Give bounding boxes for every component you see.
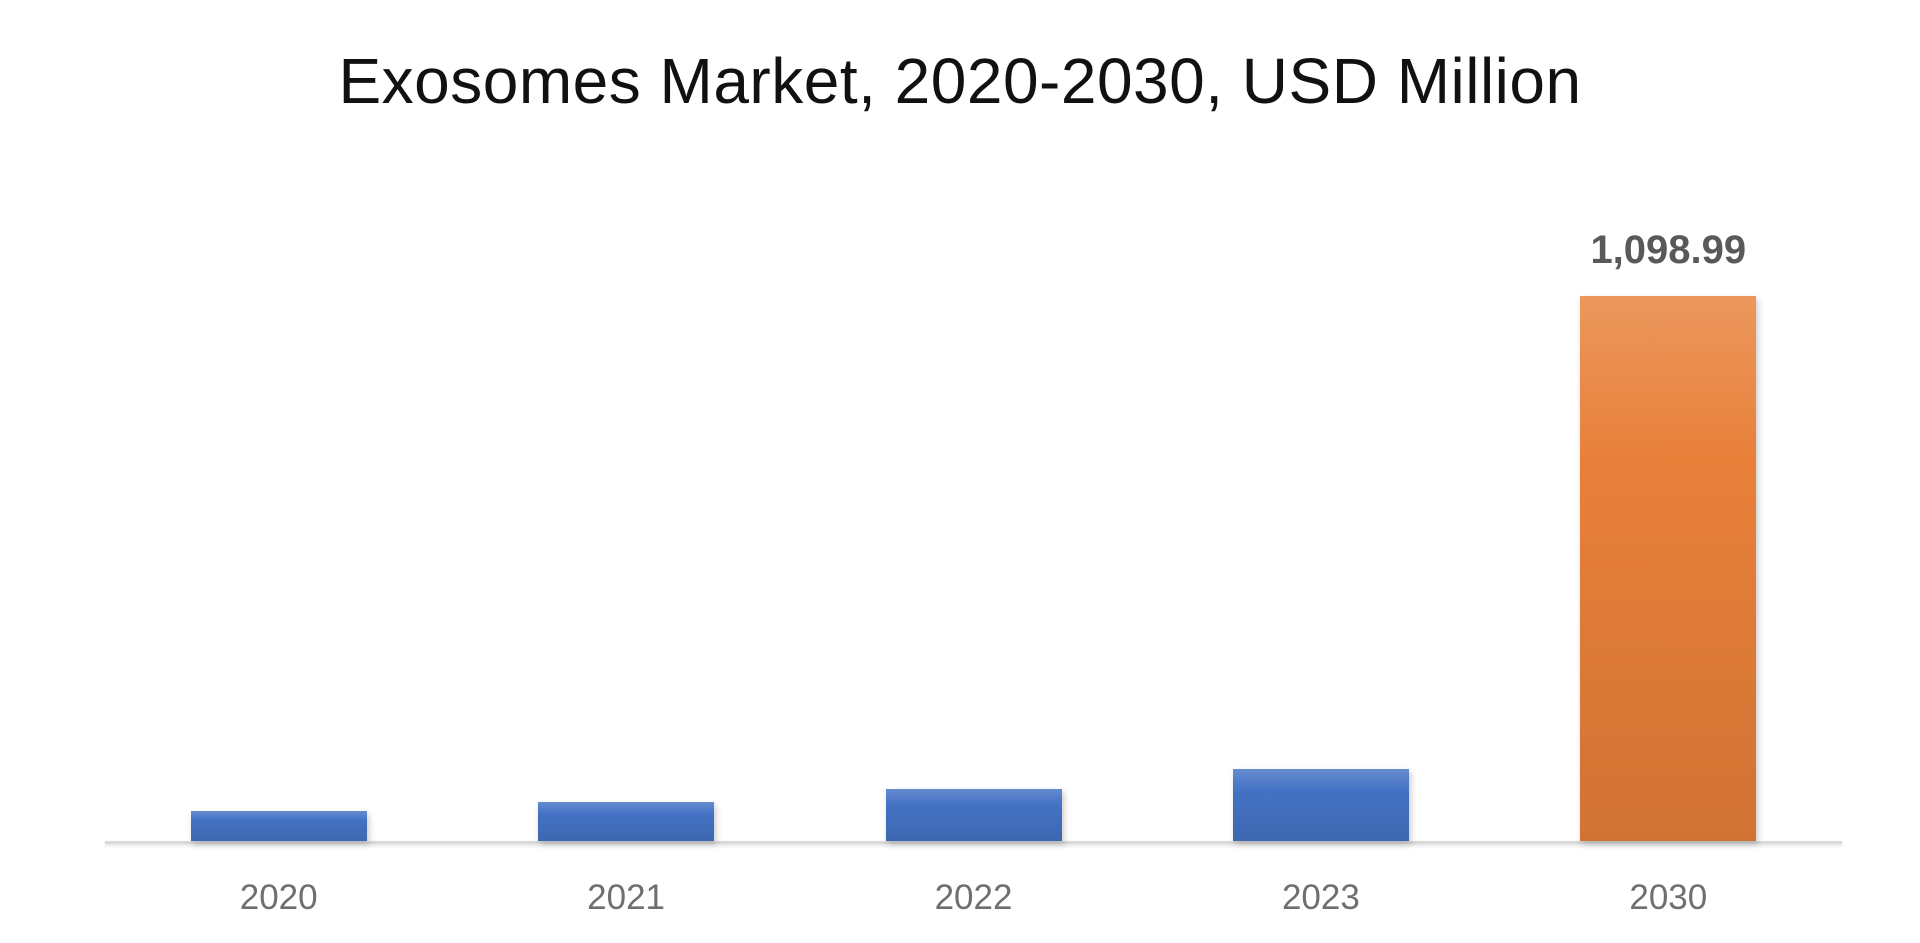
x-tick-2021: 2021 bbox=[587, 878, 666, 917]
x-tick-2020: 2020 bbox=[239, 878, 318, 917]
bar-2021 bbox=[538, 802, 715, 841]
x-tick-2023: 2023 bbox=[1281, 878, 1360, 917]
bar-value-label-2030: 1,098.99 bbox=[1590, 228, 1747, 272]
bar-2022 bbox=[885, 789, 1062, 841]
bar-2023 bbox=[1232, 769, 1409, 841]
x-axis-line bbox=[105, 841, 1842, 844]
bar-2020 bbox=[190, 811, 367, 841]
x-tick-2030: 2030 bbox=[1629, 878, 1708, 917]
bar-2030 bbox=[1580, 296, 1757, 841]
x-tick-2022: 2022 bbox=[934, 878, 1013, 917]
chart-title: Exosomes Market, 2020-2030, USD Million bbox=[338, 45, 1582, 117]
